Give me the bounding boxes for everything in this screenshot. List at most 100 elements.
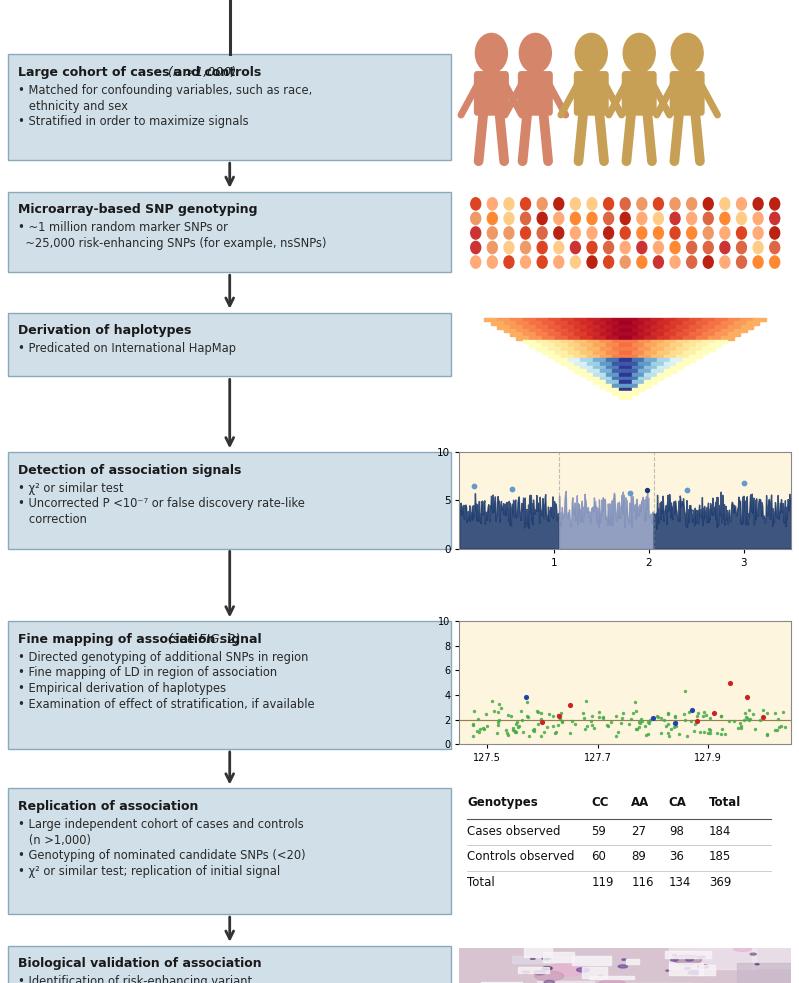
Circle shape bbox=[720, 227, 729, 239]
FancyBboxPatch shape bbox=[8, 313, 451, 376]
Bar bbox=[618, 366, 631, 370]
Bar bbox=[715, 332, 727, 336]
Circle shape bbox=[534, 971, 546, 975]
Text: • Examination of effect of stratification, if available: • Examination of effect of stratificatio… bbox=[18, 698, 314, 711]
Point bbox=[555, 714, 568, 729]
Point bbox=[543, 706, 555, 722]
Bar bbox=[529, 321, 542, 324]
Point bbox=[511, 720, 524, 735]
Point bbox=[614, 716, 627, 731]
Bar bbox=[625, 325, 638, 328]
Point bbox=[467, 703, 480, 719]
Point bbox=[662, 705, 674, 721]
Bar bbox=[709, 321, 721, 324]
Bar bbox=[632, 351, 644, 355]
Bar bbox=[651, 347, 663, 351]
Text: 119: 119 bbox=[591, 876, 614, 889]
Bar bbox=[580, 328, 593, 332]
Point bbox=[722, 714, 735, 729]
Point bbox=[612, 724, 625, 740]
Bar bbox=[665, 951, 711, 958]
Bar bbox=[535, 332, 548, 336]
Bar bbox=[535, 318, 548, 321]
Bar bbox=[638, 318, 650, 321]
Bar bbox=[690, 325, 702, 328]
Point bbox=[667, 719, 680, 734]
Bar bbox=[632, 328, 644, 332]
Point bbox=[761, 726, 773, 742]
Bar bbox=[606, 351, 618, 355]
Bar bbox=[651, 340, 663, 343]
Text: • Large independent cohort of cases and controls
   (n >1,000): • Large independent cohort of cases and … bbox=[18, 818, 304, 847]
Point bbox=[662, 716, 674, 731]
Point bbox=[743, 702, 756, 718]
Bar bbox=[497, 318, 510, 321]
Circle shape bbox=[769, 212, 780, 224]
Point bbox=[564, 725, 577, 741]
Point bbox=[500, 725, 513, 741]
Bar bbox=[612, 355, 625, 358]
Point bbox=[471, 711, 484, 726]
Bar bbox=[510, 325, 523, 328]
Point bbox=[581, 718, 594, 733]
FancyBboxPatch shape bbox=[519, 72, 552, 115]
Bar bbox=[645, 336, 657, 340]
Bar bbox=[664, 355, 676, 358]
Point bbox=[670, 719, 682, 734]
Bar bbox=[683, 343, 695, 347]
Point bbox=[531, 704, 544, 720]
Point bbox=[515, 713, 528, 728]
Point bbox=[504, 708, 517, 723]
Circle shape bbox=[471, 227, 481, 239]
Bar bbox=[574, 340, 586, 343]
Point bbox=[625, 711, 638, 726]
Text: Microarray-based SNP genotyping: Microarray-based SNP genotyping bbox=[18, 203, 257, 216]
Bar bbox=[638, 332, 650, 336]
Bar bbox=[567, 336, 580, 340]
Point bbox=[627, 705, 640, 721]
Bar bbox=[638, 384, 650, 387]
Circle shape bbox=[537, 242, 547, 254]
Circle shape bbox=[471, 212, 481, 224]
Point bbox=[563, 697, 576, 713]
Text: Genotypes: Genotypes bbox=[467, 796, 539, 809]
Circle shape bbox=[666, 970, 670, 971]
Bar bbox=[664, 347, 676, 351]
Bar bbox=[741, 325, 753, 328]
Point bbox=[731, 720, 744, 735]
Bar bbox=[715, 325, 727, 328]
Circle shape bbox=[603, 242, 614, 254]
Point bbox=[638, 719, 651, 734]
Circle shape bbox=[542, 966, 552, 970]
Bar bbox=[548, 318, 561, 321]
Bar bbox=[670, 328, 682, 332]
Bar bbox=[548, 340, 561, 343]
Bar bbox=[512, 956, 610, 963]
Point bbox=[630, 722, 643, 737]
Bar bbox=[734, 328, 747, 332]
Circle shape bbox=[603, 256, 614, 268]
Bar bbox=[651, 370, 663, 373]
Bar bbox=[599, 340, 612, 343]
Point bbox=[597, 710, 610, 725]
Circle shape bbox=[637, 256, 647, 268]
Bar bbox=[542, 328, 555, 332]
Bar bbox=[538, 981, 594, 983]
Circle shape bbox=[737, 198, 746, 210]
Bar bbox=[651, 376, 663, 380]
Point bbox=[531, 716, 544, 731]
Point bbox=[654, 725, 667, 741]
Bar bbox=[503, 321, 516, 324]
Bar bbox=[690, 355, 702, 358]
Bar bbox=[683, 351, 695, 355]
Circle shape bbox=[587, 256, 597, 268]
Bar bbox=[664, 332, 676, 336]
Circle shape bbox=[703, 212, 714, 224]
Bar bbox=[632, 358, 644, 362]
Bar bbox=[638, 376, 650, 380]
Bar bbox=[625, 391, 638, 395]
Circle shape bbox=[620, 256, 630, 268]
Circle shape bbox=[673, 954, 677, 955]
Text: 59: 59 bbox=[591, 825, 606, 838]
Point bbox=[690, 713, 703, 728]
